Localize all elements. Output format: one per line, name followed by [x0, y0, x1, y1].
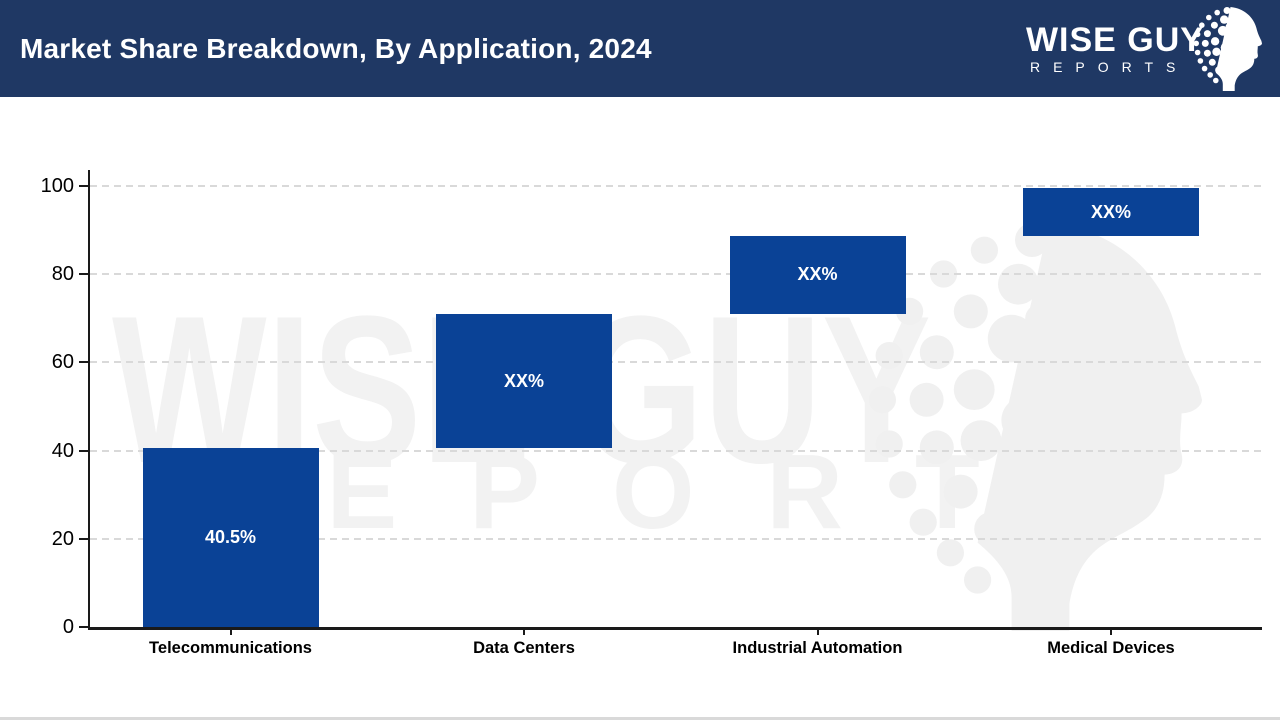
- gridline-20: [90, 537, 1262, 540]
- x-tick-0: [229, 627, 232, 635]
- y-tick-label-80: 80: [51, 263, 74, 286]
- y-tick-60: [79, 361, 88, 364]
- y-tick-0: [79, 626, 88, 628]
- x-label-2: Industrial Automation: [730, 638, 906, 659]
- bar-data-centers: XX%: [436, 313, 612, 449]
- bar-value-label: XX%: [1090, 201, 1132, 222]
- logo-text: WISE GUY REPORTS: [1026, 22, 1204, 76]
- y-tick-80: [79, 273, 88, 276]
- bar-value-label: 40.5%: [204, 527, 257, 548]
- y-tick-label-60: 60: [51, 351, 74, 374]
- bottom-divider: [0, 717, 1280, 720]
- bar-value-label: XX%: [503, 370, 545, 391]
- x-tick-2: [816, 627, 819, 635]
- header: Market Share Breakdown, By Application, …: [0, 0, 1280, 97]
- logo-wise-guy-label: WISE GUY: [1025, 20, 1204, 59]
- x-label-0: Telecommunications: [143, 638, 319, 659]
- y-tick-label-40: 40: [51, 439, 74, 462]
- x-tick-1: [523, 627, 525, 635]
- bar-value-label: XX%: [797, 264, 838, 285]
- y-tick-label-20: 20: [51, 527, 74, 550]
- x-label-1: Data Centers: [436, 638, 612, 659]
- y-tick-20: [79, 537, 88, 540]
- gridline-100: [90, 185, 1262, 187]
- x-tick-3: [1110, 627, 1112, 635]
- y-axis-line: [88, 170, 90, 630]
- gridline-60: [90, 361, 1262, 364]
- chart-title: Market Share Breakdown, By Application, …: [20, 32, 652, 64]
- y-tick-40: [79, 449, 88, 452]
- x-category-label: Telecommunications: [149, 639, 312, 657]
- bar-industrial-automation: XX%: [729, 235, 906, 314]
- gridline-80: [90, 273, 1262, 276]
- wise-guy-logo: WISE GUY REPORTS: [1026, 6, 1266, 91]
- bar-telecommunications: 40.5%: [142, 448, 319, 627]
- bar-medical-devices: XX%: [1023, 188, 1199, 236]
- gridline-40: [90, 449, 1262, 452]
- x-category-label: Medical Devices: [1047, 639, 1175, 657]
- x-category-label: Industrial Automation: [732, 639, 903, 657]
- y-tick-label-0: 0: [62, 616, 74, 638]
- y-tick-label-100: 100: [40, 175, 74, 197]
- logo-reports-label: REPORTS: [1029, 58, 1189, 75]
- x-category-label: Data Centers: [473, 639, 575, 657]
- y-tick-100: [79, 185, 88, 187]
- x-label-3: Medical Devices: [1023, 638, 1199, 659]
- x-axis-line: [88, 627, 1262, 630]
